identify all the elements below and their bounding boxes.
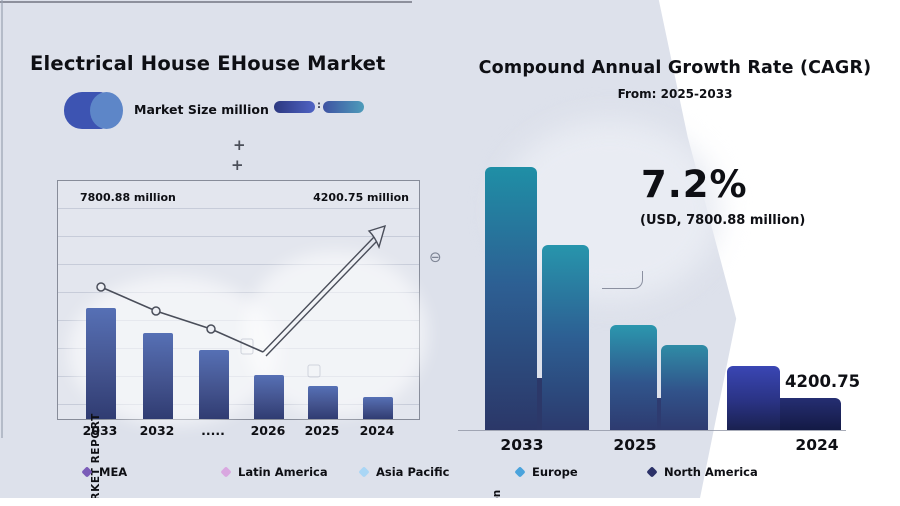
cagr-bar-2033-secondary (542, 245, 589, 430)
plus-icon: + (233, 136, 246, 154)
faint-document-icon (307, 364, 321, 378)
gradient-pill-icon (323, 101, 364, 113)
bar-join (657, 398, 661, 430)
cagr-rate: 7.2% (641, 163, 748, 206)
bar-2032 (143, 332, 173, 419)
x-label-2032: 2032 (139, 423, 175, 438)
legend-label: Asia Pacific (376, 465, 450, 479)
growth-arrow (265, 240, 378, 357)
diamond-icon (81, 466, 93, 478)
cagr-x-label-2024: 2024 (795, 436, 839, 454)
legend-item-latin-america: Latin America (220, 465, 328, 479)
annotation-4200: 4200.75 (785, 372, 861, 391)
bar-2025 (308, 386, 338, 419)
bar-ellipsis (199, 349, 229, 419)
trend-marker (206, 324, 216, 334)
cagr-baseline (458, 430, 846, 431)
cagr-subtitle: From: 2025-2033 (617, 87, 733, 101)
bar-2033 (86, 307, 116, 419)
top-frame-line (0, 1, 412, 3)
x-label-ellipsis: ..... (201, 423, 225, 438)
diamond-icon (646, 466, 658, 478)
value-2024-label: 4200.75 million (313, 191, 409, 204)
cagr-x-label-2033: 2033 (500, 436, 544, 454)
cagr-bar-chart (485, 167, 845, 430)
colon-separator: : (317, 100, 321, 111)
cagr-bar-2025-secondary (661, 345, 708, 430)
bottom-white-strip (0, 498, 900, 506)
trend-marker (96, 282, 106, 292)
diamond-icon (514, 466, 526, 478)
cagr-x-label-2025: 2025 (613, 436, 657, 454)
legend-item-europe: Europe (514, 465, 578, 479)
cagr-bar-2024-primary (727, 366, 780, 430)
plus-icon: + (231, 156, 244, 174)
trend-marker (151, 306, 161, 316)
cylinder-icon (64, 92, 123, 129)
cagr-detail: (USD, 7800.88 million) (640, 213, 806, 228)
page-title: Electrical House EHouse Market (30, 52, 386, 75)
left-axis-label: FUTURE MARKET REPORT (90, 413, 102, 506)
diamond-icon (220, 466, 232, 478)
cagr-bar-2033-primary (485, 167, 537, 430)
x-label-2026: 2026 (250, 423, 286, 438)
x-label-2024: 2024 (359, 423, 395, 438)
step-bracket-line (602, 271, 643, 289)
cagr-bar-2025-primary (610, 325, 657, 430)
bar-2024 (363, 397, 393, 419)
legend-label: Europe (532, 465, 578, 479)
growth-arrow (262, 236, 375, 353)
legend-item-asia-pacific: Asia Pacific (358, 465, 450, 479)
bar-2026 (254, 375, 284, 419)
circle-minus-icon: ⊖ (429, 248, 442, 266)
bar-join (537, 378, 542, 430)
market-size-chart: 7800.88 million 4200.75 million FUTURE M… (57, 180, 503, 506)
gradient-pill-icon (274, 101, 315, 113)
legend-label: MEA (99, 465, 128, 479)
market-size-label: Market Size million (134, 102, 269, 117)
growth-arrowhead (367, 224, 387, 250)
x-label-2033: 2033 (82, 423, 118, 438)
value-2033-label: 7800.88 million (80, 191, 176, 204)
diamond-icon (358, 466, 370, 478)
left-frame-line (1, 0, 3, 438)
faint-document-icon (240, 338, 254, 355)
legend-item-north-america: North America (646, 465, 758, 479)
legend-item-mea: MEA (81, 465, 128, 479)
cagr-bar-2024-secondary (780, 397, 841, 430)
x-label-2025: 2025 (304, 423, 340, 438)
trend-line (100, 286, 264, 353)
cagr-title: Compound Annual Growth Rate (CAGR) (478, 58, 872, 78)
legend-label: North America (664, 465, 758, 479)
trend-overlay (96, 224, 387, 378)
legend-label: Latin America (238, 465, 328, 479)
